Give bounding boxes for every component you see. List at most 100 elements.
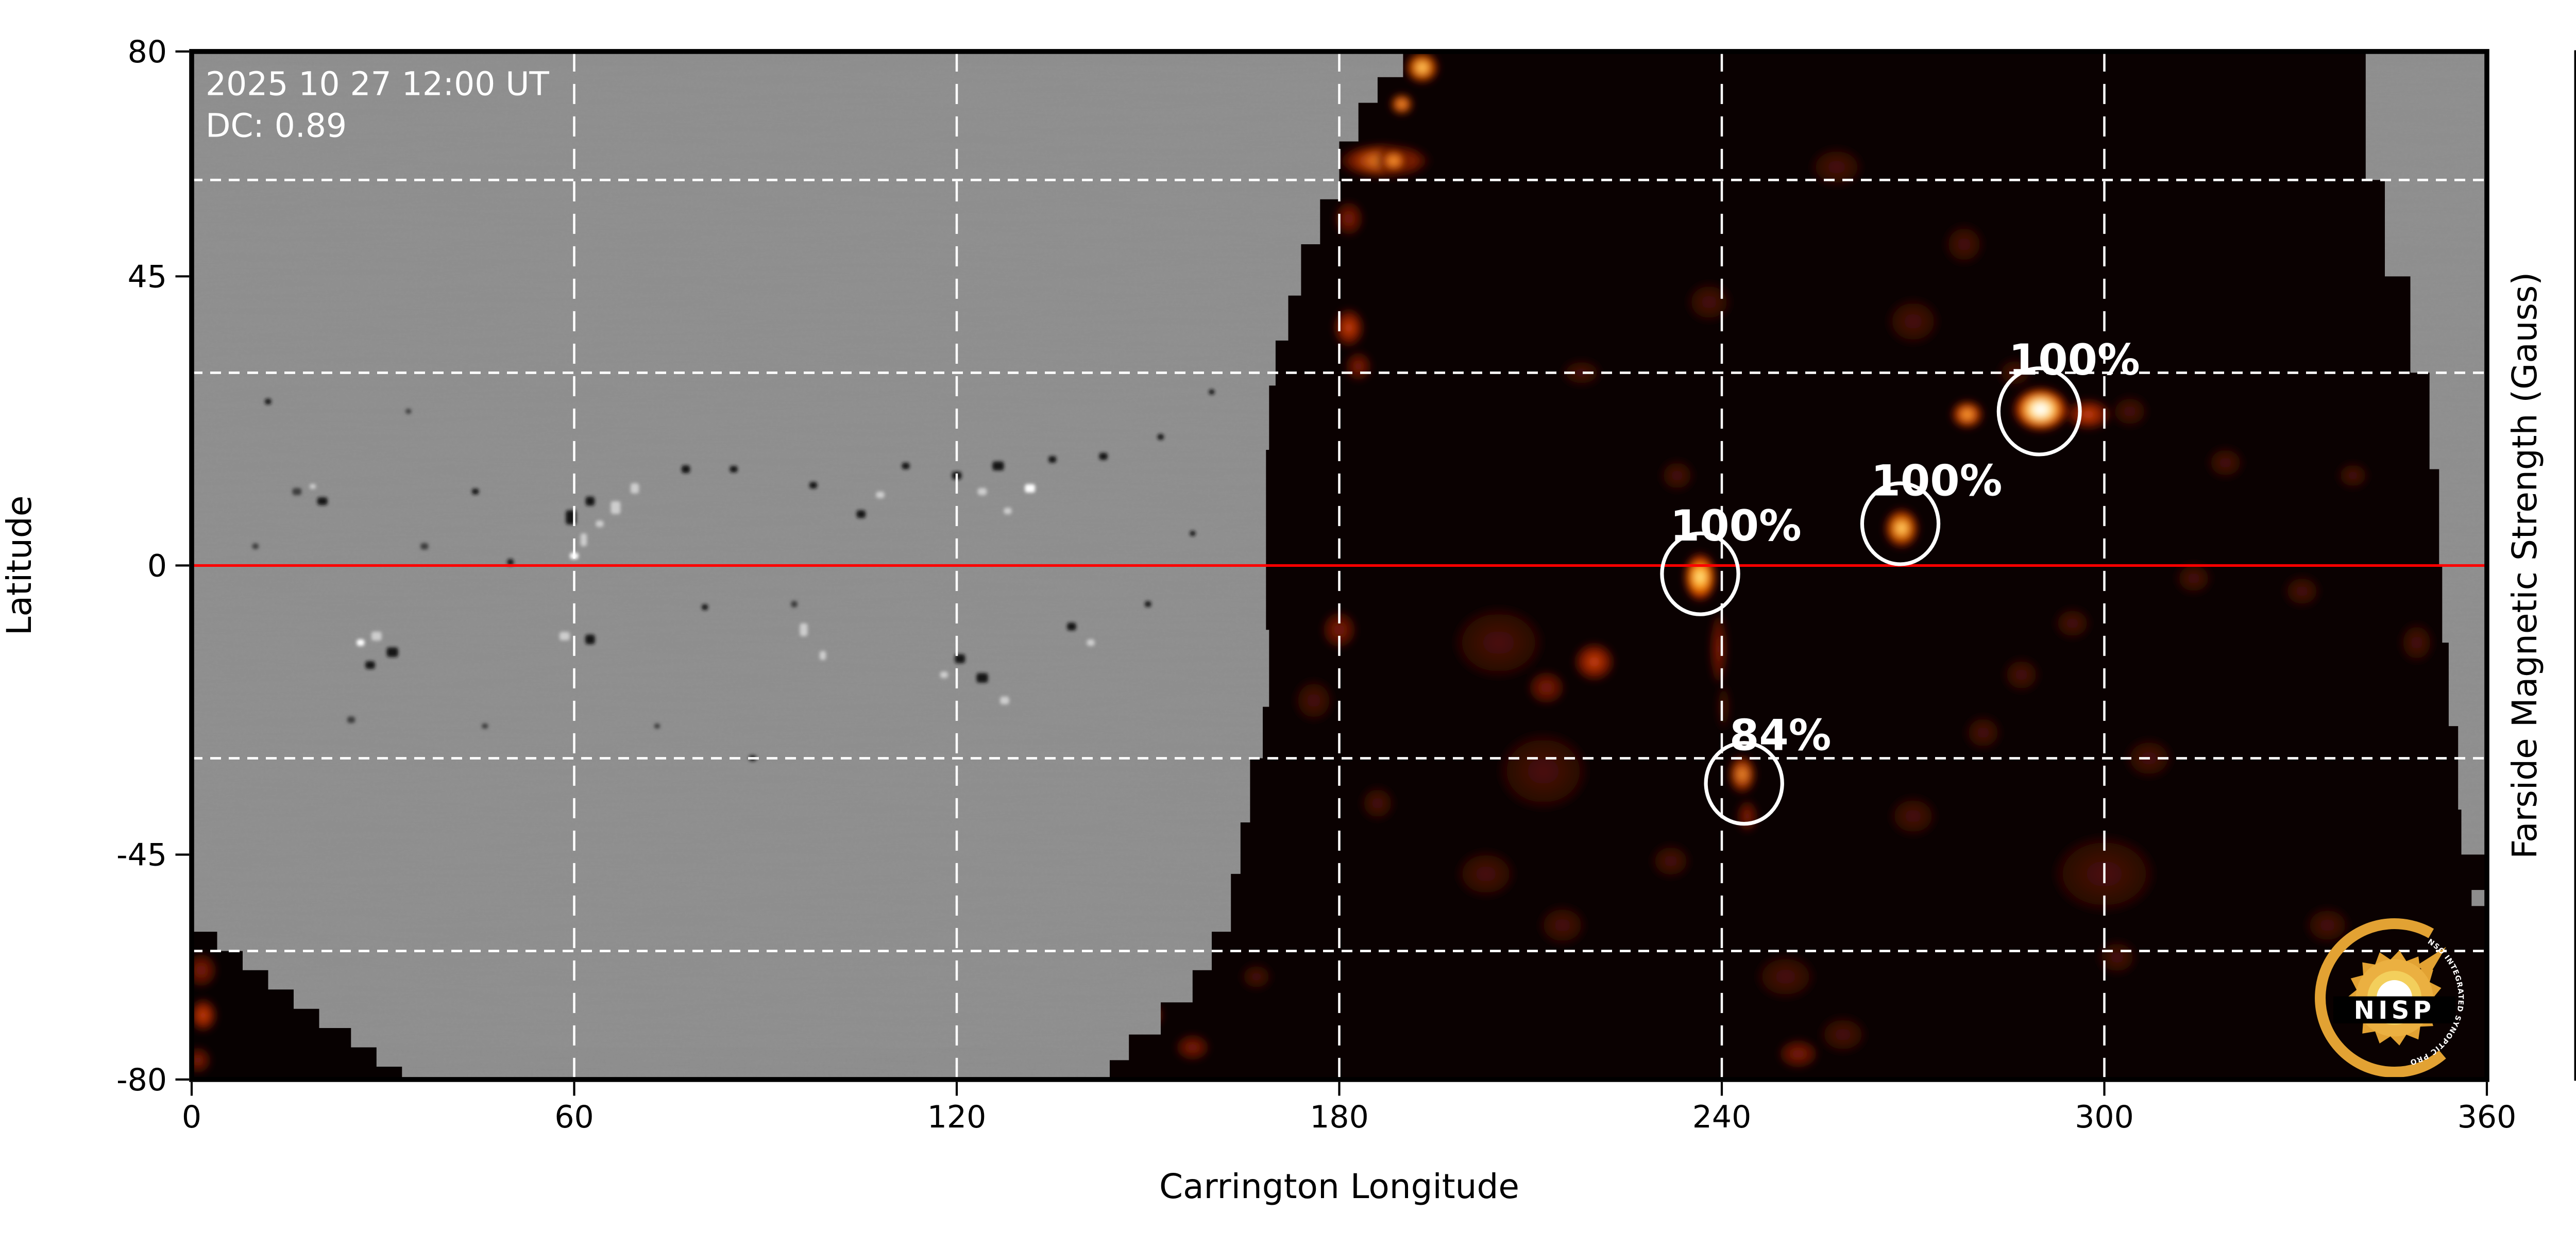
- x-tick-label: 60: [554, 1099, 594, 1135]
- logo-big-flame: [2417, 947, 2446, 977]
- magnetic-blob: [2055, 608, 2091, 639]
- magnetic-blob: [1820, 1016, 1866, 1053]
- magnetic-blob: [2400, 623, 2433, 662]
- magnetic-blob: [1950, 399, 1985, 430]
- plot-border: [189, 49, 2489, 1082]
- detection-probability-1: 100%: [1871, 457, 2003, 506]
- active-region-speckle: [1004, 508, 1012, 514]
- magnetic-blob: [1241, 964, 1272, 990]
- projection-wedge: [192, 932, 402, 1080]
- magnetic-blob: [1361, 786, 1394, 820]
- detection-probability-3: 84%: [1730, 711, 1831, 760]
- active-region-speckle: [654, 723, 660, 729]
- magnetic-blob: [1389, 93, 1414, 115]
- active-region-speckle: [702, 604, 708, 610]
- active-region-speckle: [856, 510, 866, 518]
- detection-markers: 100% 100% 100% 84%: [1660, 335, 2140, 826]
- magnetic-blob: [1965, 716, 2001, 750]
- active-region-speckle: [1190, 531, 1196, 536]
- magnetic-blob: [1404, 51, 1440, 85]
- magnetic-blob: [1573, 642, 1615, 681]
- magnetic-blob: [192, 998, 217, 1032]
- active-region-speckle: [1048, 456, 1057, 463]
- magnetic-blob: [1176, 1034, 1209, 1060]
- colorbars: 0100200300400500600700800-200-150-100-50…: [2574, 50, 2576, 1081]
- active-region-speckle: [317, 497, 328, 506]
- active-region-speckle: [1157, 434, 1164, 440]
- magnetic-blob: [1779, 1039, 1818, 1068]
- detection-circle-1: [1860, 481, 1941, 566]
- y-tick-label: -80: [116, 1062, 167, 1098]
- magnetic-blob: [1757, 955, 1815, 999]
- active-region-speckle: [1087, 639, 1095, 646]
- magnetic-blob: [2284, 576, 2320, 607]
- active-region-speckle: [471, 489, 479, 495]
- magnetic-blob: [1454, 607, 1544, 678]
- active-region-speckle: [482, 723, 488, 729]
- magnetic-blob: [1683, 551, 1718, 603]
- magnetic-blob: [2306, 907, 2349, 944]
- active-region-speckle: [992, 461, 1004, 470]
- active-region-speckle: [507, 559, 514, 566]
- active-region-speckle: [1000, 696, 1009, 704]
- active-region-speckle: [1067, 622, 1076, 631]
- magnetic-blob: [1737, 800, 1758, 832]
- magnetic-blob: [1687, 282, 1731, 322]
- active-region-speckle: [1099, 452, 1108, 460]
- active-region-speckle: [955, 654, 965, 663]
- magnetic-blob: [2004, 658, 2040, 692]
- gray-notch: [2471, 890, 2487, 906]
- active-region-speckle: [902, 462, 910, 469]
- magnetic-blob: [1323, 612, 1356, 648]
- map-timestamp: 2025 10 27 12:00 UT: [206, 65, 549, 103]
- active-region-speckle: [585, 634, 595, 645]
- magnetic-blob: [1710, 613, 1727, 685]
- active-region-speckle: [631, 483, 639, 494]
- y-axis-label: Latitude: [0, 496, 39, 636]
- active-region-speckle: [1209, 389, 1215, 395]
- magnetic-blob: [1498, 732, 1588, 810]
- active-region-speckle: [976, 673, 988, 683]
- x-tick-label: 180: [1310, 1099, 1369, 1135]
- magnetic-blob: [1539, 906, 1586, 945]
- y-tick-label: -45: [116, 837, 167, 873]
- active-region-speckle: [940, 671, 948, 678]
- active-region-speckle: [386, 647, 398, 657]
- active-region-speckle: [265, 398, 272, 405]
- magnetic-blob: [1333, 308, 1364, 347]
- magnetic-blob: [2011, 386, 2070, 433]
- magnetic-blob: [1887, 299, 1939, 344]
- magnetic-blob: [2098, 940, 2137, 974]
- active-region-speckle: [560, 632, 570, 641]
- magnetic-blob: [2337, 462, 2368, 489]
- active-region-speckle: [365, 661, 375, 669]
- logo-name-band: [2333, 996, 2456, 1024]
- magnetic-blob: [1727, 753, 1757, 795]
- colorbar-outline-0: [2574, 50, 2576, 1081]
- active-region-speckle: [611, 501, 621, 514]
- detection-circle-0: [1660, 531, 1740, 616]
- active-region-speckle: [809, 482, 818, 489]
- active-region-speckle: [580, 533, 587, 546]
- magnetic-blob: [1945, 225, 1984, 264]
- magnetic-blob: [1345, 352, 1371, 381]
- magnetic-blob: [1334, 201, 1363, 235]
- active-region-speckle: [357, 639, 365, 646]
- active-region-speckle: [347, 716, 355, 723]
- magnetic-blob: [192, 1047, 211, 1073]
- active-region-speckle: [371, 631, 382, 641]
- map-dc-value: DC: 0.89: [206, 107, 347, 145]
- magnetic-blob: [1457, 850, 1515, 897]
- active-region-speckle: [252, 543, 259, 549]
- active-region-speckle: [1025, 484, 1036, 493]
- magnetic-blob: [2112, 396, 2148, 427]
- y-tick-label: 0: [147, 548, 167, 584]
- active-region-speckle: [292, 488, 301, 495]
- active-region-speckle: [1145, 601, 1151, 607]
- magnetic-blob: [1651, 844, 1690, 878]
- axes: 0 60 120 180 240 300 360 80 45 0 -45 -80: [116, 34, 2516, 1135]
- magnetic-blob: [1883, 507, 1920, 550]
- x-tick-label: 300: [2075, 1099, 2134, 1135]
